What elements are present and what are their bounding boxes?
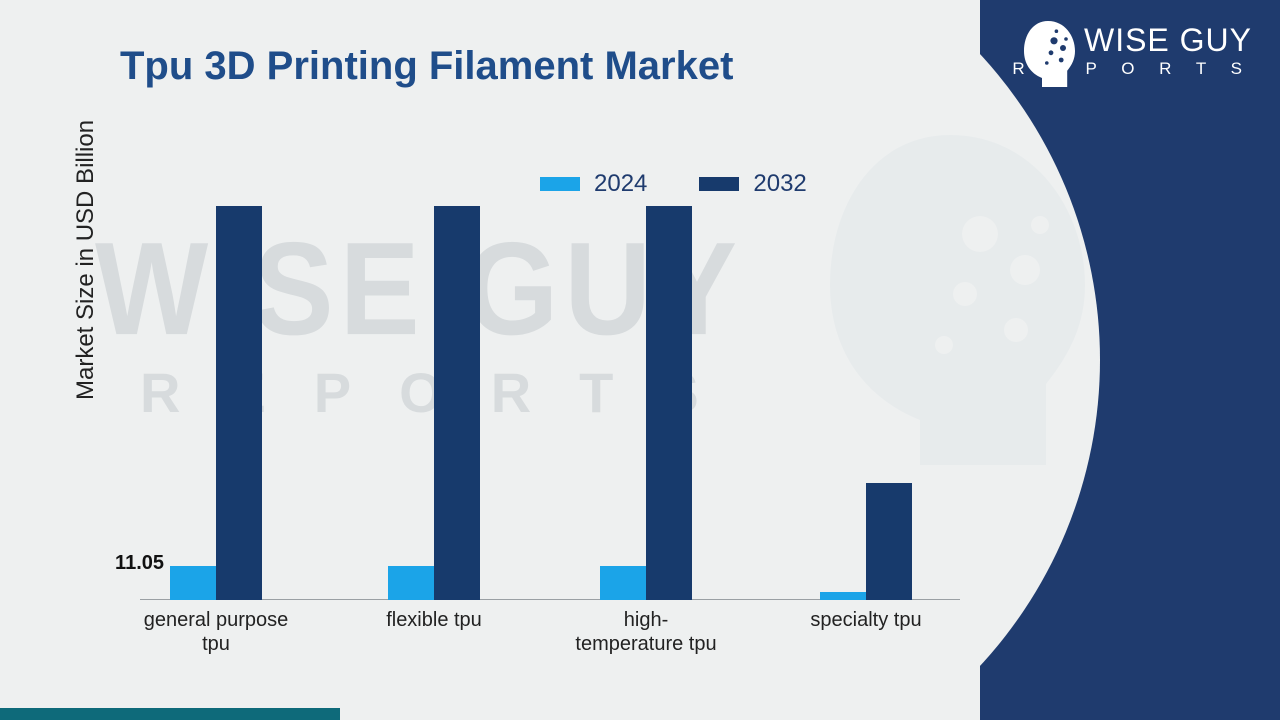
bar-2032 — [216, 206, 262, 600]
legend-item-2032: 2032 — [699, 170, 806, 198]
category-label: specialty tpu — [791, 608, 941, 632]
market-infographic: WISE GUY REPORTS Tpu 3D Printing Filamen… — [0, 0, 1280, 720]
legend-item-2024: 2024 — [540, 170, 647, 198]
logo-line2: R E P O R T S — [1012, 60, 1252, 77]
logo-line1: WISE GUY — [1012, 24, 1252, 56]
bar-2024 — [388, 566, 434, 600]
bar-group — [388, 206, 480, 600]
bar-2024 — [600, 566, 646, 600]
bar-group — [820, 483, 912, 600]
bar-2024 — [820, 592, 866, 600]
y-tick-label: 11.05 — [104, 552, 164, 575]
bar-chart — [140, 200, 960, 600]
category-label: high-temperature tpu — [571, 608, 721, 656]
y-axis-label: Market Size in USD Billion — [72, 120, 100, 400]
bar-2032 — [434, 206, 480, 600]
bar-2032 — [866, 483, 912, 600]
legend-swatch-2032 — [699, 177, 739, 191]
chart-legend: 2024 2032 — [540, 170, 807, 198]
page-title: Tpu 3D Printing Filament Market — [120, 44, 733, 89]
legend-swatch-2024 — [540, 177, 580, 191]
brand-logo: WISE GUY R E P O R T S — [1012, 24, 1252, 77]
footer-accent-bar — [0, 708, 340, 720]
bar-group — [600, 206, 692, 600]
legend-label-2032: 2032 — [753, 170, 806, 198]
category-label: flexible tpu — [359, 608, 509, 632]
bar-group — [170, 206, 262, 600]
legend-label-2024: 2024 — [594, 170, 647, 198]
category-label: general purpose tpu — [141, 608, 291, 656]
bar-2024 — [170, 566, 216, 600]
bar-2032 — [646, 206, 692, 600]
